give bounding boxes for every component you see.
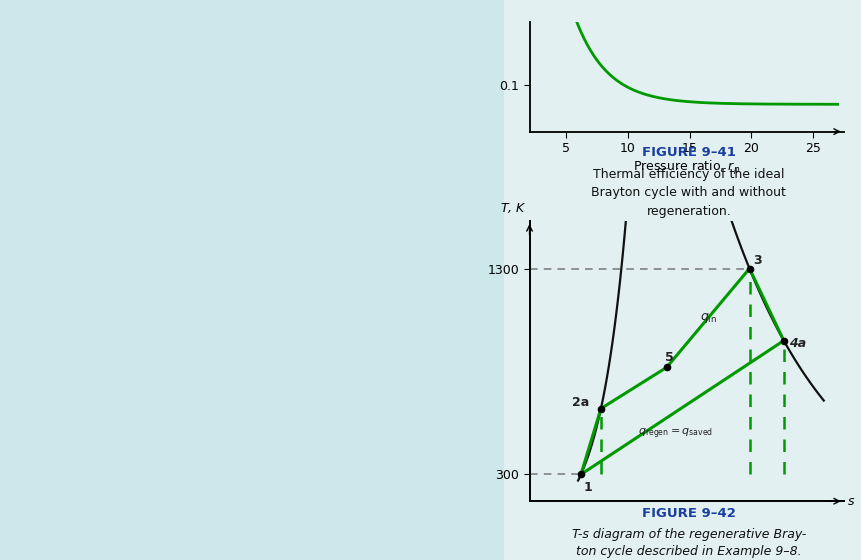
X-axis label: Pressure ratio, $r_p$: Pressure ratio, $r_p$ <box>633 159 740 177</box>
Text: $q_\mathrm{in}$: $q_\mathrm{in}$ <box>699 311 716 325</box>
Text: T-s diagram of the regenerative Bray-: T-s diagram of the regenerative Bray- <box>572 528 806 541</box>
Text: 5: 5 <box>666 351 674 364</box>
Text: $s$: $s$ <box>846 494 855 508</box>
Text: 1: 1 <box>584 481 592 494</box>
Text: 3: 3 <box>753 254 761 268</box>
Text: $T$, K: $T$, K <box>500 201 527 215</box>
Text: $q_\mathrm{regen} = q_\mathrm{saved}$: $q_\mathrm{regen} = q_\mathrm{saved}$ <box>638 427 713 441</box>
Text: ton cycle described in Example 9–8.: ton cycle described in Example 9–8. <box>576 545 802 558</box>
Text: regeneration.: regeneration. <box>647 205 731 218</box>
Text: Thermal efficiency of the ideal: Thermal efficiency of the ideal <box>593 168 784 181</box>
Text: 2a: 2a <box>573 396 590 409</box>
Text: 4a: 4a <box>790 337 807 350</box>
Text: Brayton cycle with and without: Brayton cycle with and without <box>592 186 786 199</box>
Text: FIGURE 9–41: FIGURE 9–41 <box>641 146 736 158</box>
Text: FIGURE 9–42: FIGURE 9–42 <box>641 507 736 520</box>
